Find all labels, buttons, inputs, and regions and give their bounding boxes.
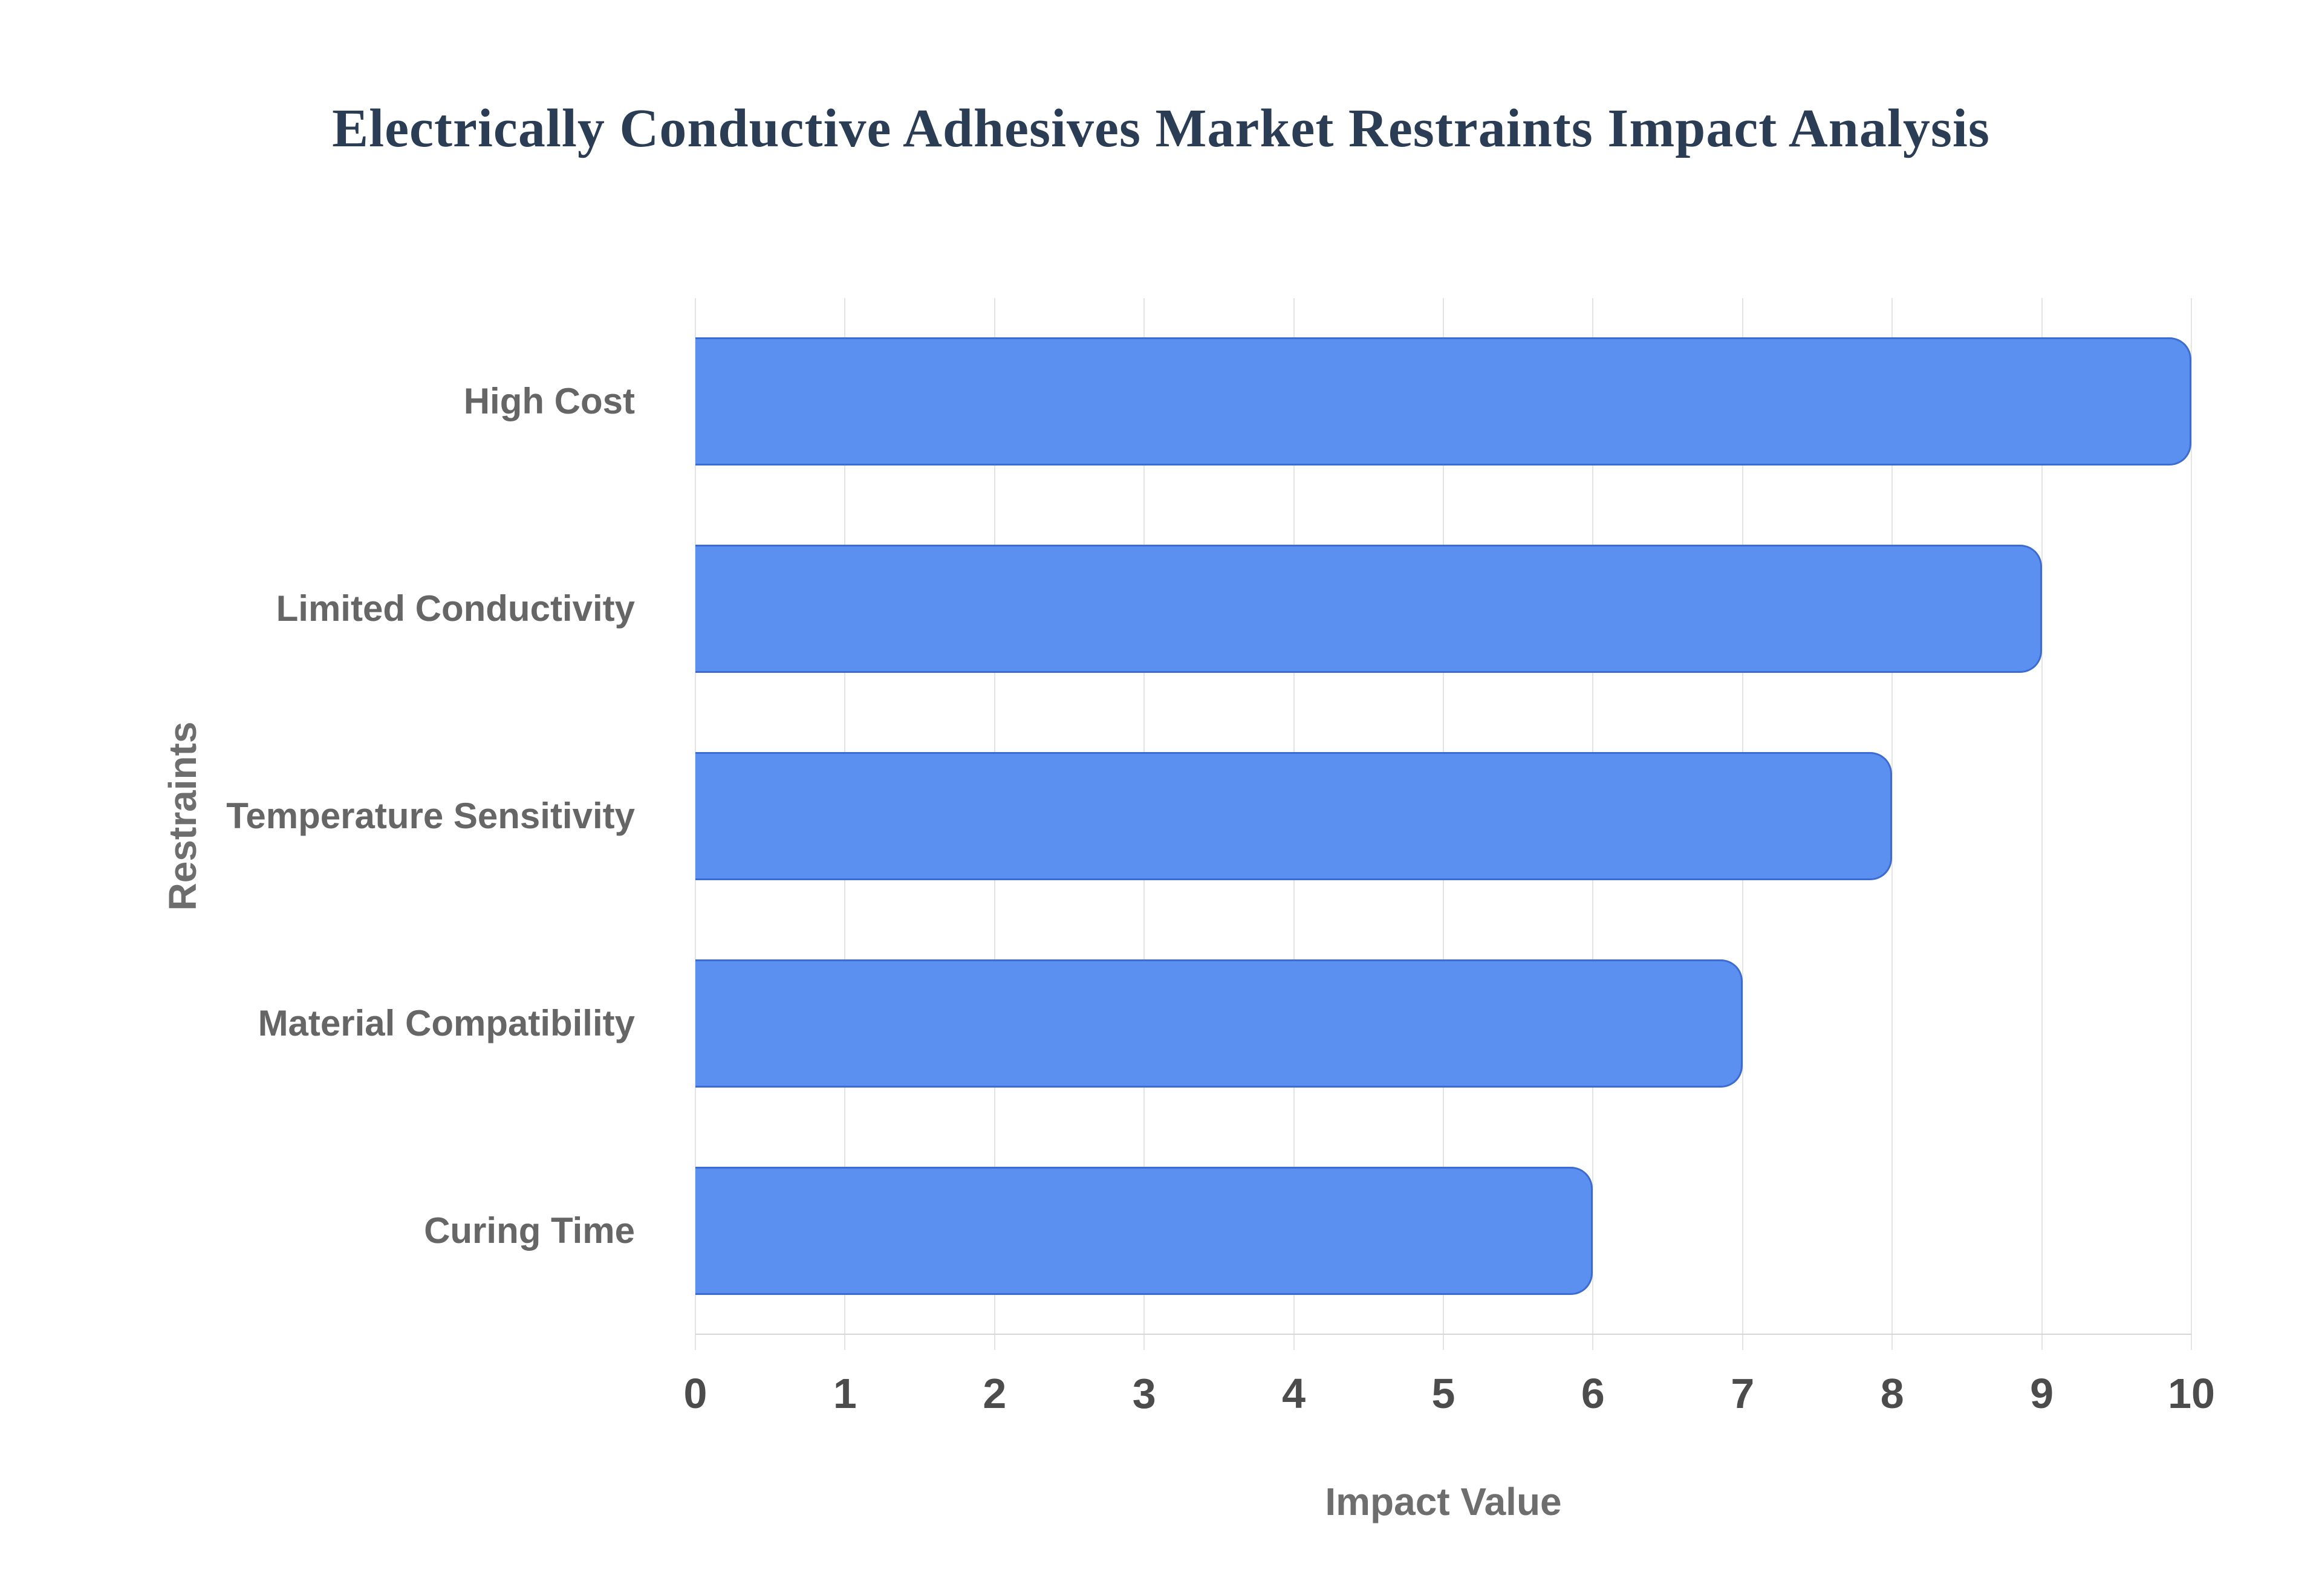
gridline-x-9: [2041, 298, 2043, 1350]
plot-area: [695, 298, 2192, 1350]
x-axis-line: [695, 1334, 2191, 1335]
category-label-high-cost: High Cost: [463, 381, 635, 422]
x-axis-title: Impact Value: [1325, 1480, 1562, 1523]
y-axis-category-labels: High Cost Limited Conductivity Temperature…: [0, 298, 665, 1334]
x-tick-label-4: 4: [1282, 1370, 1306, 1417]
x-tick-label-2: 2: [983, 1370, 1007, 1417]
x-tick-label-5: 5: [1431, 1370, 1455, 1417]
x-tick-label-9: 9: [2030, 1370, 2054, 1417]
bar-limited-conductivity: [695, 545, 2042, 673]
bar-temperature-sensitivity: [695, 752, 1893, 880]
bar-material-compatibility: [695, 959, 1743, 1088]
x-tick-label-1: 1: [833, 1370, 857, 1417]
x-tick-label-10: 10: [2168, 1370, 2215, 1417]
x-tick-label-7: 7: [1731, 1370, 1755, 1417]
x-tick-label-8: 8: [1880, 1370, 1904, 1417]
gridline-x-10: [2191, 298, 2192, 1350]
gridline-x-8: [1891, 298, 1893, 1350]
bar-high-cost: [695, 337, 2191, 466]
x-tick-label-3: 3: [1132, 1370, 1156, 1417]
x-tick-label-0: 0: [683, 1370, 707, 1417]
bar-curing-time: [695, 1166, 1593, 1295]
chart-title: Electrically Conductive Adhesives Market…: [332, 99, 1990, 158]
category-label-material-compatibility: Material Compatibility: [258, 1002, 635, 1043]
category-label-limited-conductivity: Limited Conductivity: [276, 588, 635, 629]
category-label-curing-time: Curing Time: [424, 1210, 635, 1251]
x-tick-label-6: 6: [1581, 1370, 1605, 1417]
category-label-temperature-sensitivity: Temperature Sensitivity: [226, 796, 635, 836]
